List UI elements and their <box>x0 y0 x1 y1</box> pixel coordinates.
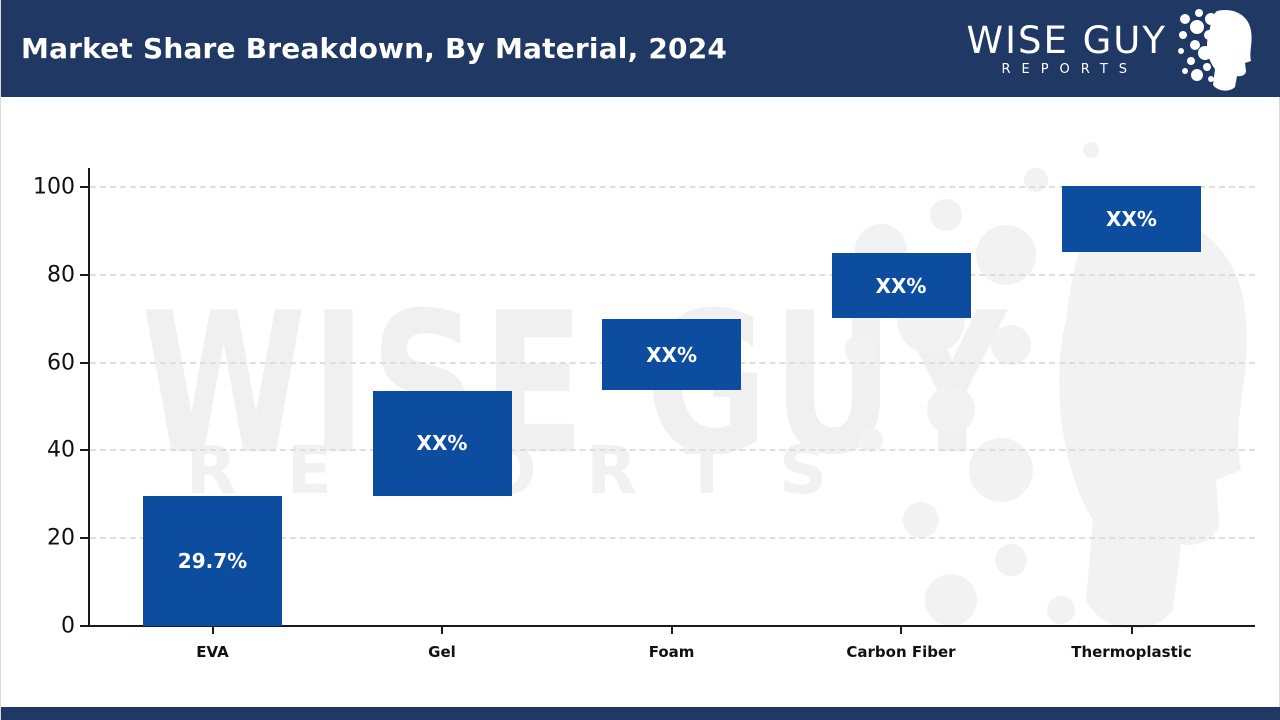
bar-value-label: 29.7% <box>177 548 248 573</box>
y-tick-mark <box>80 537 88 540</box>
x-tick-mark <box>211 627 214 634</box>
bar-value-label: XX% <box>1106 207 1157 232</box>
y-tick-label: 100 <box>33 174 75 200</box>
gridline <box>90 273 1255 276</box>
y-tick-mark <box>80 186 88 188</box>
bar-value-label: XX% <box>416 431 468 456</box>
y-axis-spine <box>88 168 90 626</box>
plot-area: 0 20 40 60 80 100 EVA Gel Foam Carbon Fiber Therm… <box>1 97 1280 707</box>
gridline <box>90 449 1255 452</box>
footer-bar <box>1 707 1280 720</box>
gridline <box>90 537 1255 540</box>
bar-eva: 29.7% <box>143 495 282 626</box>
x-tick-mark <box>441 627 443 634</box>
x-tick-mark <box>1130 627 1133 634</box>
bar-carbon-fiber: XX% <box>831 252 971 319</box>
page-title: Market Share Breakdown, By Material, 202… <box>21 32 728 65</box>
y-tick-mark <box>80 449 88 452</box>
y-tick-label: 60 <box>47 350 75 376</box>
x-axis-spine <box>88 625 1255 627</box>
bar-value-label: XX% <box>646 342 698 367</box>
brand-logo: WISE GUY REPORTS <box>967 5 1255 93</box>
bar-gel: XX% <box>372 391 512 496</box>
category-label: Foam <box>648 643 695 661</box>
logo-wordmark: WISE GUY <box>966 18 1167 62</box>
category-label: Carbon Fiber <box>846 643 956 661</box>
y-tick-mark <box>80 361 88 364</box>
x-tick-mark <box>900 627 902 634</box>
y-tick-label: 80 <box>47 262 75 288</box>
y-tick-label: 0 <box>61 613 75 639</box>
logo-subtitle: REPORTS <box>1001 61 1139 77</box>
bar-thermoplastic: XX% <box>1062 185 1201 253</box>
category-label: Thermoplastic <box>1071 643 1192 661</box>
header-bar: Market Share Breakdown, By Material, 202… <box>1 0 1280 97</box>
category-label: EVA <box>196 643 229 661</box>
y-tick-label: 20 <box>47 525 75 551</box>
y-tick-mark <box>80 273 88 276</box>
y-tick-mark <box>80 625 88 627</box>
bar-value-label: XX% <box>875 273 927 298</box>
y-tick-label: 40 <box>47 437 75 463</box>
wiseguy-face-icon <box>1178 8 1252 91</box>
gridline <box>90 186 1255 188</box>
category-label: Gel <box>428 643 456 661</box>
bar-foam: XX% <box>602 319 742 391</box>
x-tick-mark <box>670 627 673 634</box>
